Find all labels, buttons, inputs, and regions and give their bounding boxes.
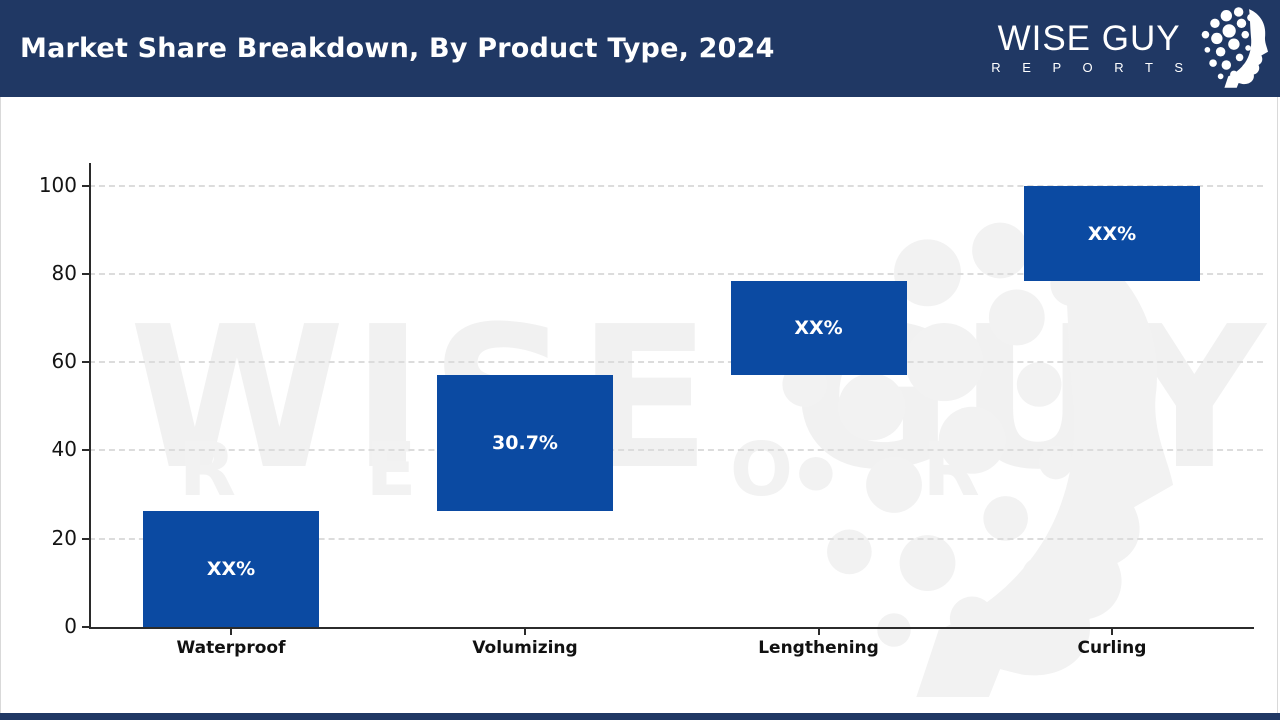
x-tick-label: Volumizing: [472, 638, 578, 658]
plot-area: 0 20 40 60 80 100 XX% Waterproof 30.7% Volumizing…: [1, 97, 1277, 713]
logo-wordmark: WISE GUY: [997, 19, 1181, 58]
bar-curling: XX%: [1024, 185, 1200, 282]
y-tick-mark: [82, 626, 89, 628]
y-tick-mark: [82, 449, 89, 452]
logo: WISE GUY R E P O R T S: [986, 6, 1268, 88]
x-tick-label: Lengthening: [758, 638, 879, 658]
y-tick-label: 80: [51, 260, 77, 285]
dotted-head-profile-icon: [1201, 7, 1268, 88]
logo-text: WISE GUY R E P O R T S: [986, 19, 1192, 75]
gridline: [89, 184, 1263, 187]
gridline: [89, 449, 1263, 452]
y-tick-label: 60: [51, 349, 77, 374]
y-tick-mark: [82, 184, 89, 187]
y-tick-label: 20: [51, 525, 77, 550]
bar-value-label: XX%: [794, 317, 843, 340]
x-tick-mark: [230, 627, 232, 635]
y-tick-label: 100: [38, 172, 77, 197]
gridline: [89, 361, 1263, 364]
x-tick-label: Curling: [1077, 638, 1147, 658]
bar-lengthening: XX%: [730, 281, 907, 376]
bar-value-label: XX%: [1087, 222, 1137, 245]
gridline: [89, 272, 1263, 275]
y-tick-label: 0: [64, 614, 77, 638]
bar-volumizing: 30.7%: [437, 375, 613, 511]
y-tick-mark: [82, 537, 89, 540]
bar-value-label: 30.7%: [492, 432, 558, 455]
gridline: [89, 537, 1263, 540]
bar-waterproof: XX%: [143, 510, 319, 627]
x-tick-mark: [817, 627, 820, 635]
header-bar: Market Share Breakdown, By Product Type,…: [0, 0, 1280, 97]
x-tick-label: Waterproof: [176, 638, 286, 658]
bar-value-label: XX%: [206, 557, 256, 580]
x-tick-mark: [1111, 627, 1113, 635]
chart-area: WISE GUY R E P O R T S 020406080100XX%Wa…: [0, 97, 1278, 713]
footer-bar: [0, 713, 1280, 720]
y-tick-label: 40: [51, 437, 77, 462]
y-tick-mark: [82, 361, 89, 364]
chart-title: Market Share Breakdown, By Product Type,…: [20, 33, 775, 64]
y-axis: [89, 163, 91, 629]
logo-subtitle: R E P O R T S: [991, 60, 1192, 75]
y-tick-mark: [82, 272, 89, 275]
x-axis: [89, 627, 1254, 629]
x-tick-mark: [524, 627, 526, 635]
